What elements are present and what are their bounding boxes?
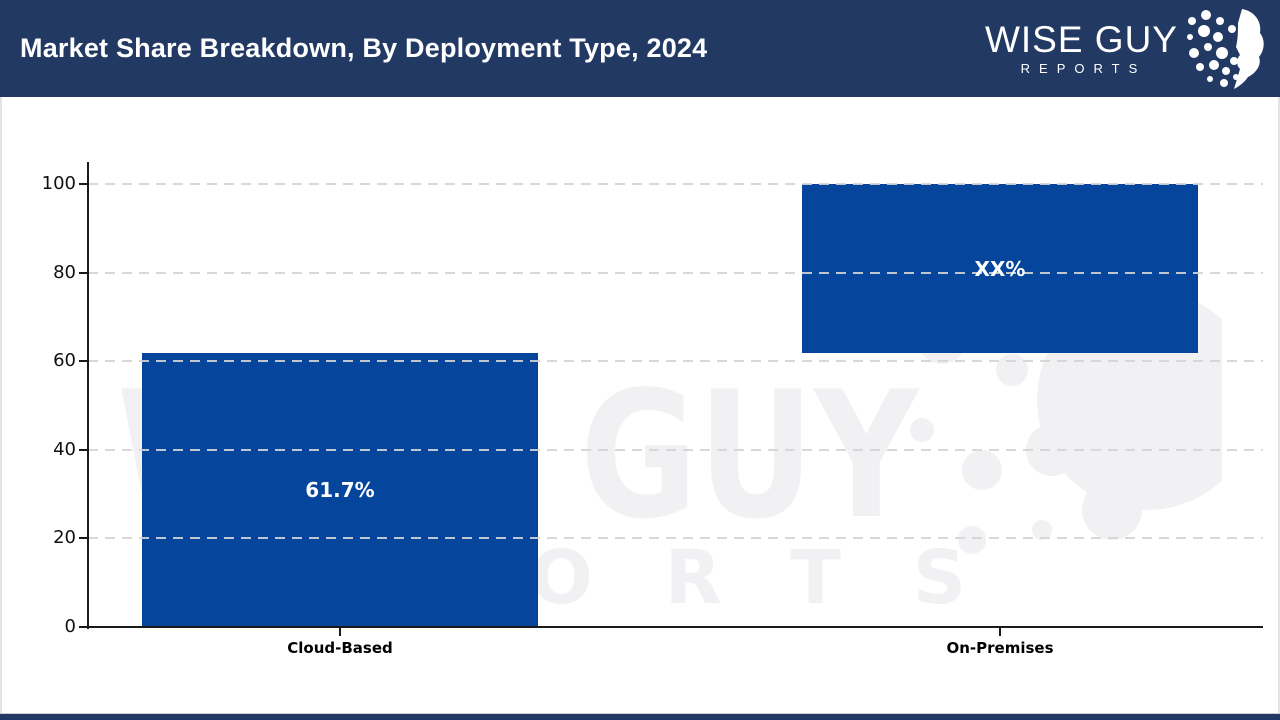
header-bar: Market Share Breakdown, By Deployment Ty…: [0, 0, 1280, 97]
footer-bar: [0, 713, 1280, 720]
brand-logo-text: WISE GUY REPORTS: [984, 19, 1178, 77]
y-tick-mark: [79, 537, 87, 539]
bar-value-label: XX%: [974, 256, 1026, 281]
gridline-20: [88, 537, 1263, 539]
y-tick-mark: [79, 271, 87, 274]
bar-cloud-based: [142, 353, 538, 627]
y-tick-mark: [79, 360, 87, 362]
x-tick-mark: [339, 627, 341, 636]
y-tick-label: 0: [64, 615, 76, 637]
x-tick-mark: [999, 627, 1001, 636]
gridline-40: [88, 448, 1263, 451]
brand-face-icon: [1187, 8, 1264, 89]
y-tick-mark: [79, 448, 87, 451]
x-category-label: On-Premises: [946, 639, 1054, 657]
y-tick-label: 100: [41, 173, 76, 194]
brand-subtitle: REPORTS: [1020, 61, 1147, 76]
y-tick-label: 40: [53, 438, 76, 460]
page-title: Market Share Breakdown, By Deployment Ty…: [20, 33, 708, 63]
y-tick-label: 80: [53, 261, 76, 283]
gridline-60: [88, 360, 1263, 362]
bar-value-label: 61.7%: [305, 477, 375, 502]
bar-on-premises: [802, 184, 1198, 354]
x-category-label: Cloud-Based: [287, 639, 393, 657]
gridline-100: [88, 183, 1263, 185]
brand-name: WISE GUY: [984, 19, 1178, 60]
y-tick-mark: [79, 625, 87, 628]
gridline-80: [88, 271, 1263, 274]
y-tick-label: 20: [53, 527, 76, 548]
y-axis-line: [87, 162, 89, 629]
y-tick-mark: [79, 183, 87, 185]
y-tick-label: 60: [53, 350, 76, 371]
x-axis-line: [87, 625, 1263, 628]
brand-logo: WISE GUY REPORTS: [985, 7, 1266, 91]
